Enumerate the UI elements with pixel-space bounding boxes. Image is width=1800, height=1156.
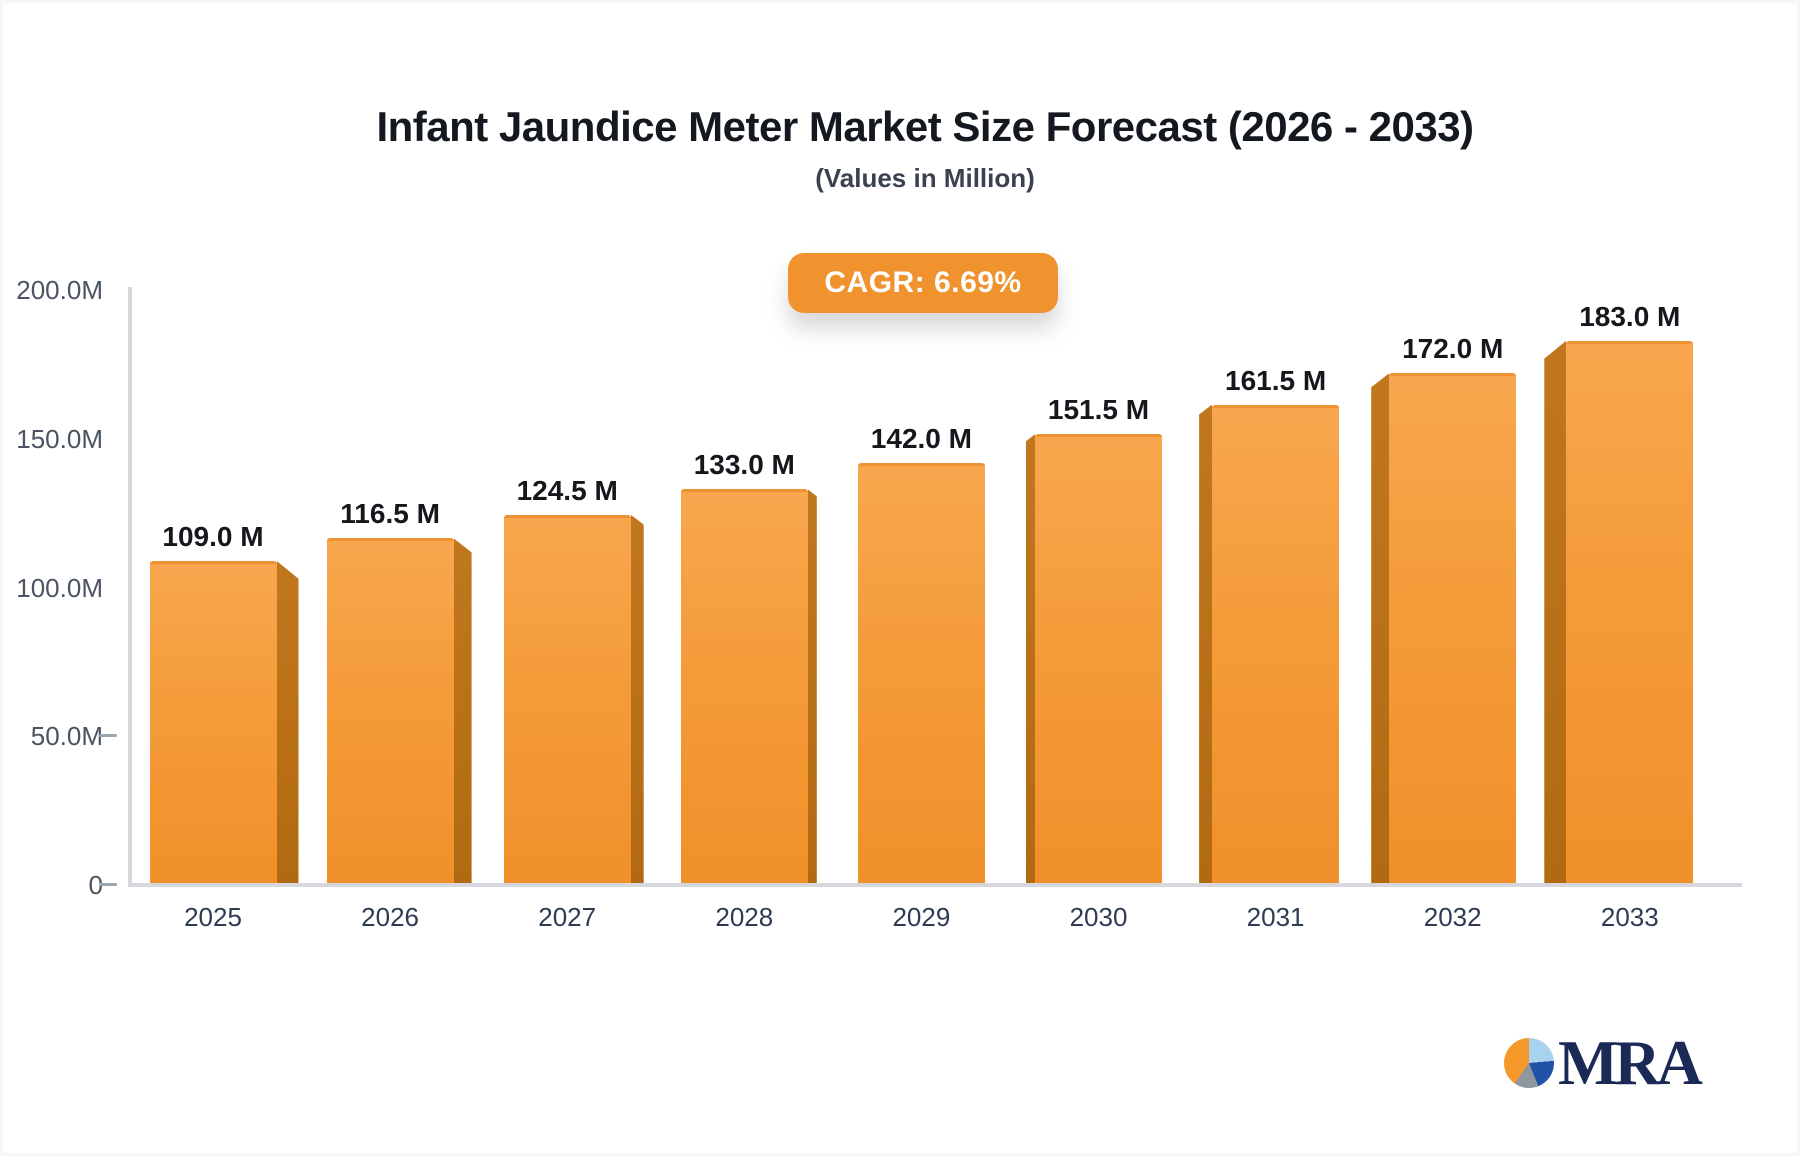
bar-2031 bbox=[1212, 404, 1340, 885]
bar-value-label-2029: 142.0 M bbox=[870, 422, 972, 454]
bar-2027 bbox=[503, 514, 631, 885]
bar-side-2027 bbox=[630, 514, 644, 885]
y-axis-line bbox=[128, 287, 132, 887]
bar-side-2031 bbox=[1199, 404, 1213, 885]
bar-value-label-2027: 124.5 M bbox=[516, 474, 618, 506]
x-axis-label-2033: 2033 bbox=[1600, 902, 1659, 932]
bar-side-2032 bbox=[1371, 373, 1390, 885]
bar-2025 bbox=[149, 560, 277, 885]
cagr-badge: CAGR: 6.69% bbox=[788, 253, 1058, 313]
bar-value-label-2031: 161.5 M bbox=[1225, 364, 1327, 396]
chart-subtitle: (Values in Million) bbox=[815, 163, 1035, 193]
x-axis-label-2032: 2032 bbox=[1423, 902, 1482, 932]
y-axis-label-150.0M: 150.0M bbox=[16, 423, 103, 454]
bar-2033 bbox=[1566, 340, 1694, 885]
chart-title: Infant Jaundice Meter Market Size Foreca… bbox=[376, 103, 1474, 150]
bar-2030 bbox=[1035, 434, 1162, 885]
y-axis-tick bbox=[99, 883, 117, 886]
bar-side-2033 bbox=[1544, 340, 1567, 885]
x-axis-label-2026: 2026 bbox=[361, 902, 420, 932]
brand-logo: MRA bbox=[1504, 1027, 1703, 1098]
bar-value-label-2028: 133.0 M bbox=[693, 449, 795, 481]
bar-2032 bbox=[1389, 373, 1517, 885]
bar-value-label-2032: 172.0 M bbox=[1402, 333, 1504, 365]
x-axis-baseline bbox=[128, 883, 1742, 887]
y-axis-tick bbox=[99, 734, 117, 738]
bar-value-label-2026: 116.5 M bbox=[340, 498, 440, 530]
pie-chart-logo-icon bbox=[1504, 1038, 1554, 1088]
bar-side-2028 bbox=[807, 489, 817, 885]
bar-2028 bbox=[680, 489, 808, 885]
y-axis-label-50.0M: 50.0M bbox=[30, 721, 103, 752]
brand-logo-text: MRA bbox=[1558, 1027, 1703, 1098]
y-axis-label-200.0M: 200.0M bbox=[16, 275, 103, 305]
y-axis-label-0: 0 bbox=[88, 870, 103, 900]
cagr-badge-label: CAGR: 6.69% bbox=[824, 266, 1022, 299]
x-axis-label-2030: 2030 bbox=[1069, 902, 1128, 932]
x-axis-label-2025: 2025 bbox=[184, 902, 242, 932]
x-axis-label-2029: 2029 bbox=[892, 902, 951, 932]
x-axis-label-2027: 2027 bbox=[538, 902, 597, 932]
bar-value-label-2033: 183.0 M bbox=[1579, 300, 1681, 332]
bar-side-2030 bbox=[1026, 434, 1035, 885]
bar-value-label-2025: 109.0 M bbox=[162, 520, 264, 552]
y-axis-label-100.0M: 100.0M bbox=[16, 572, 103, 603]
bar-2026 bbox=[326, 538, 454, 885]
bar-2029 bbox=[857, 462, 985, 885]
bar-side-2025 bbox=[276, 560, 299, 885]
bar-side-2026 bbox=[453, 538, 472, 885]
x-axis-label-2031: 2031 bbox=[1246, 902, 1305, 932]
bar-value-label-2030: 151.5 M bbox=[1047, 394, 1150, 426]
x-axis-label-2028: 2028 bbox=[715, 902, 774, 932]
